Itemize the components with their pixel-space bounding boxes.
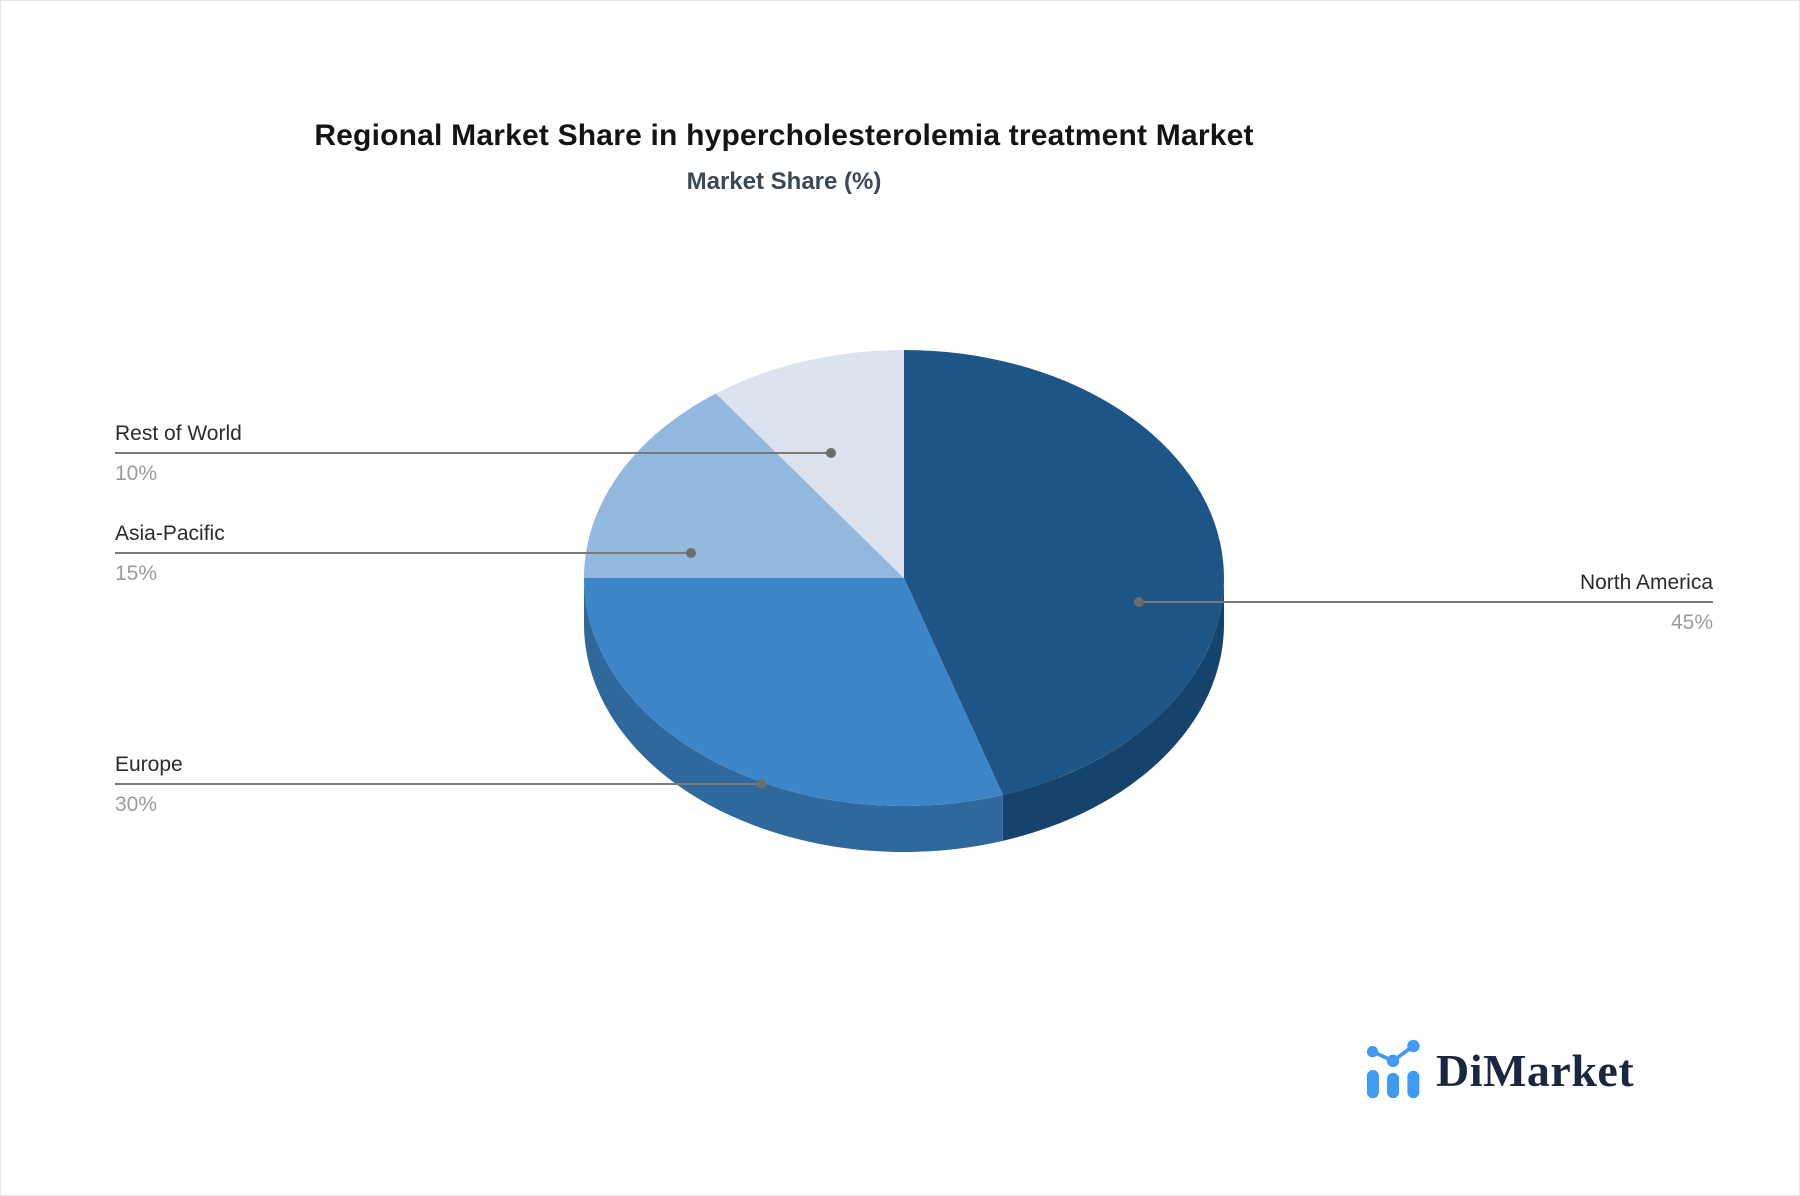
page-title: Regional Market Share in hypercholestero… bbox=[314, 119, 1254, 152]
leader-dot-rest-of-world bbox=[826, 448, 836, 458]
pie-slice-europe[interactable] bbox=[583, 578, 1003, 806]
callout-rest-of-world: Rest of World 10% bbox=[115, 421, 242, 487]
slice-label: Rest of World bbox=[115, 422, 242, 445]
pie-slice-rest-of-world[interactable] bbox=[715, 350, 904, 578]
slice-label: North America bbox=[1579, 571, 1713, 594]
pie-slice-asia-pacific[interactable] bbox=[584, 393, 904, 578]
logo-text: DiMarket bbox=[1436, 1044, 1635, 1096]
leader-dot-north-america bbox=[1134, 597, 1144, 607]
callout-north-america: North America 45% bbox=[1253, 570, 1713, 636]
slice-label: Europe bbox=[115, 753, 183, 776]
slice-label: Asia-Pacific bbox=[115, 522, 225, 545]
bar-line-chart-icon bbox=[1366, 1039, 1420, 1099]
slice-percent: 10% bbox=[115, 462, 158, 485]
callout-asia-pacific: Asia-Pacific 15% bbox=[115, 521, 225, 587]
leader-dot-asia-pacific bbox=[686, 548, 696, 558]
slice-percent: 30% bbox=[115, 793, 158, 816]
callout-europe: Europe 30% bbox=[115, 752, 183, 818]
slice-percent: 15% bbox=[115, 562, 158, 585]
slice-percent: 45% bbox=[1670, 611, 1713, 634]
leader-dot-europe bbox=[756, 779, 766, 789]
pie-slice-north-america[interactable] bbox=[904, 350, 1224, 795]
pie-slice-side-north-america bbox=[1002, 578, 1224, 841]
dimarket-logo: DiMarket bbox=[1363, 1039, 1634, 1101]
chart-subtitle: Market Share (%) bbox=[686, 168, 882, 195]
